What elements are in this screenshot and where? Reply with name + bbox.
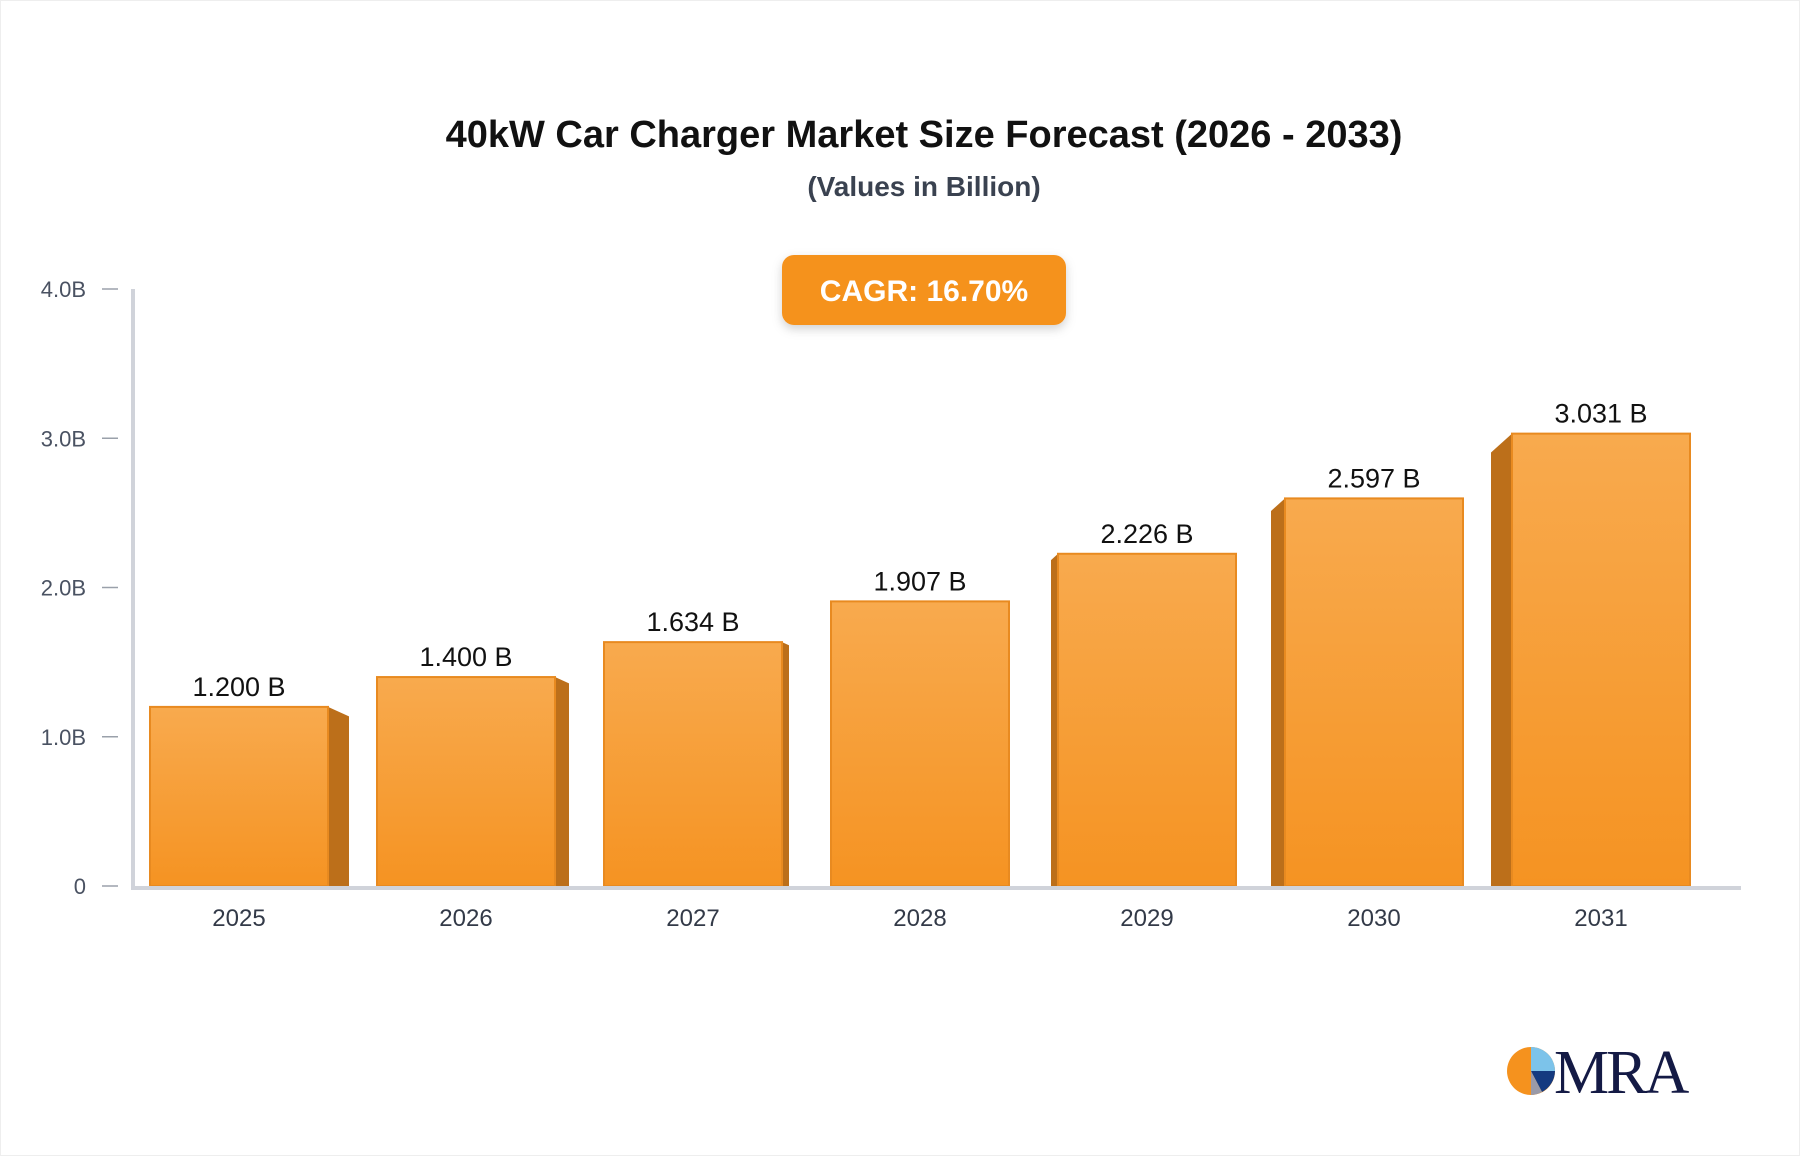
chart-title: 40kW Car Charger Market Size Forecast (2… — [446, 114, 1403, 156]
bars: 1.200 B 1.400 B 1.634 B 1.907 B 2.226 B 2.597… — [149, 399, 1691, 888]
bar — [603, 641, 783, 887]
bar-2026: 1.400 B — [376, 642, 569, 887]
x-tick-label: 2030 — [1347, 905, 1400, 932]
bar-2025: 1.200 B — [149, 672, 349, 888]
bar-side — [782, 642, 789, 886]
bar-value-label: 1.400 B — [419, 642, 512, 672]
x-tick-label: 2028 — [893, 905, 946, 932]
logo-pie-slice — [1531, 1071, 1555, 1092]
bar-2027: 1.634 B — [603, 607, 789, 887]
bar — [1511, 432, 1691, 887]
bar-value-label: 1.634 B — [646, 607, 739, 637]
x-tick-label: 2025 — [212, 905, 265, 932]
bar-side — [1051, 553, 1058, 886]
bar — [149, 705, 329, 888]
y-tick-label: 4.0B — [41, 277, 86, 302]
x-tick-label: 2026 — [439, 905, 492, 932]
bar-value-label: 1.200 B — [192, 672, 285, 702]
mra-logo: MRA — [1507, 1039, 1692, 1107]
logo-pie-slice — [1531, 1047, 1555, 1071]
bar-value-label: 1.907 B — [873, 566, 966, 596]
bar-side — [555, 677, 569, 886]
y-tick-label: 3.0B — [41, 426, 86, 451]
bar-side — [1271, 498, 1285, 886]
cagr-badge: CAGR: 16.70% — [782, 255, 1066, 325]
chart-subtitle: (Values in Billion) — [807, 171, 1040, 202]
y-tick-label: 1.0B — [41, 725, 86, 750]
bar-side — [328, 706, 349, 886]
bar-value-label: 3.031 B — [1554, 399, 1647, 429]
x-tick-label: 2031 — [1574, 905, 1627, 932]
cagr-badge-bg — [782, 255, 1066, 325]
bar-value-label: 2.597 B — [1327, 463, 1420, 493]
bar — [1057, 552, 1237, 887]
logo-pie-slice — [1531, 1071, 1542, 1095]
bar — [376, 676, 556, 887]
bar — [830, 600, 1010, 887]
logo-text: MRA — [1554, 1039, 1689, 1107]
x-axis: 2025 2026 2027 2028 2029 2030 2031 — [131, 886, 1741, 932]
bar-value-label: 2.226 B — [1100, 519, 1193, 549]
y-tick-label: 2.0B — [41, 576, 86, 601]
bar-2028: 1.907 B — [830, 566, 1010, 887]
y-axis: 0 1.0B 2.0B 3.0B 4.0B — [41, 277, 135, 899]
bar-2031: 3.031 B — [1491, 399, 1691, 887]
bar — [1284, 497, 1464, 887]
bar-side — [1491, 433, 1512, 886]
bar-2030: 2.597 B — [1271, 463, 1464, 887]
bar-2029: 2.226 B — [1051, 519, 1237, 887]
cagr-label: CAGR: 16.70% — [820, 275, 1028, 308]
x-tick-label: 2029 — [1120, 905, 1173, 932]
x-tick-label: 2027 — [666, 905, 719, 932]
y-tick-label: 0 — [74, 874, 86, 899]
